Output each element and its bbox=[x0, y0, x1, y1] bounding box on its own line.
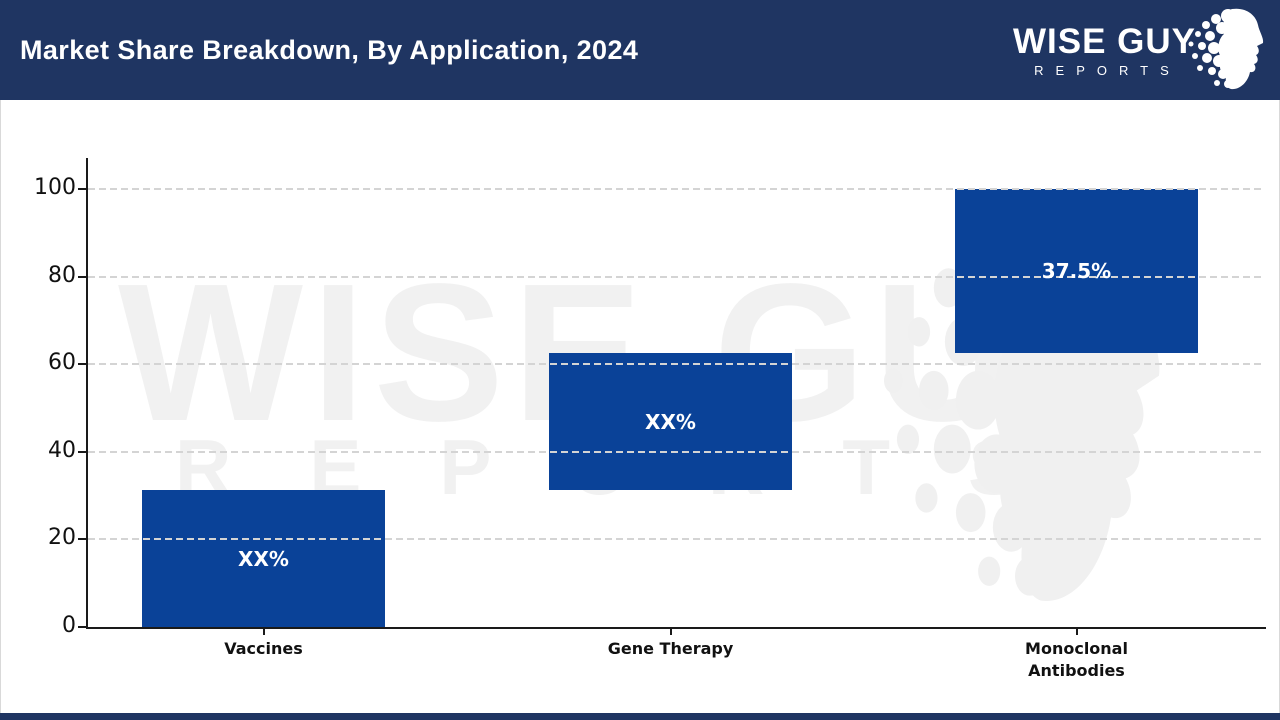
brand-name: WISE GUY bbox=[1012, 21, 1196, 61]
bar-gene-therapy bbox=[549, 353, 792, 491]
y-axis-tick bbox=[78, 363, 87, 366]
page-title: Market Share Breakdown, By Application, … bbox=[20, 34, 639, 65]
x-axis-tick bbox=[669, 628, 672, 635]
y-axis-tick bbox=[78, 188, 87, 190]
y-gridline bbox=[88, 538, 1264, 541]
bar-monoclonal-antibodies bbox=[955, 189, 1198, 354]
brand-logo-text: WISE GUY REPORTS bbox=[1013, 24, 1196, 77]
footer-bar bbox=[0, 713, 1280, 720]
y-axis-tick-label: 80 bbox=[48, 262, 76, 288]
y-gridline bbox=[88, 450, 1264, 453]
x-axis-tick bbox=[262, 628, 265, 635]
bar-vaccines bbox=[142, 490, 385, 627]
brand-subtitle: REPORTS bbox=[1034, 62, 1181, 78]
y-axis-tick-label: 20 bbox=[48, 525, 76, 551]
y-axis-tick bbox=[78, 538, 87, 541]
y-axis-line bbox=[86, 158, 88, 629]
x-axis-category-label: Gene Therapy bbox=[607, 639, 734, 658]
y-axis-tick-label: 100 bbox=[34, 175, 76, 200]
bar-value-label: XX% bbox=[238, 546, 289, 571]
x-axis-category-label: Vaccines bbox=[224, 639, 303, 658]
x-axis-line bbox=[86, 627, 1266, 629]
y-axis-tick-label: 60 bbox=[48, 350, 76, 376]
bar-value-label: XX% bbox=[645, 409, 696, 434]
head-profile-dots-icon bbox=[1188, 8, 1264, 90]
brand-logo: WISE GUY REPORTS bbox=[1013, 6, 1266, 94]
y-axis-tick bbox=[78, 626, 87, 628]
y-axis-tick-label: 40 bbox=[48, 437, 76, 463]
bar-value-label: 37.5% bbox=[1041, 259, 1112, 284]
x-axis-tick bbox=[1075, 628, 1078, 635]
x-axis-category-label: Monoclonal Antibodies bbox=[1025, 639, 1128, 681]
y-gridline bbox=[88, 275, 1264, 278]
header-bar: Market Share Breakdown, By Application, … bbox=[0, 0, 1280, 100]
y-axis-tick bbox=[78, 450, 87, 453]
y-gridline bbox=[88, 188, 1264, 190]
y-gridline bbox=[88, 363, 1264, 366]
y-axis-tick bbox=[78, 275, 87, 278]
y-axis-tick-label: 0 bbox=[62, 613, 76, 638]
